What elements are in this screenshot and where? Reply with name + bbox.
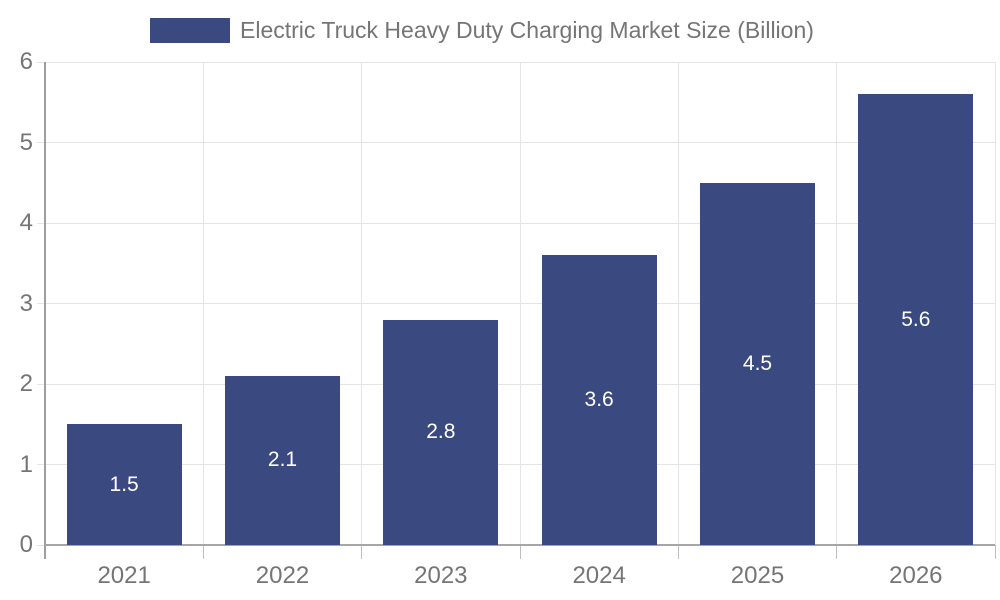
x-axis-tick	[202, 545, 204, 559]
y-tick-label: 1	[19, 450, 33, 478]
gridline-v	[202, 62, 204, 545]
gridline-h	[37, 383, 995, 385]
gridline-h	[37, 142, 995, 143]
bar-value-label: 3.6	[584, 388, 614, 412]
bar	[700, 182, 815, 545]
x-tick-label: 2026	[889, 562, 943, 589]
y-axis-line	[44, 62, 46, 559]
x-tick-label: 2022	[255, 562, 310, 589]
x-axis-tick	[677, 545, 679, 559]
y-tick-label: 6	[19, 48, 33, 75]
legend: Electric Truck Heavy Duty Charging Marke…	[150, 17, 814, 44]
gridline-v	[994, 62, 996, 545]
y-tick-label: 2	[19, 370, 33, 397]
y-tick-label: 3	[19, 289, 33, 317]
gridline-v	[836, 62, 838, 545]
bar-value-label: 2.1	[267, 448, 298, 472]
x-axis-tick	[361, 545, 363, 559]
gridline-v	[519, 62, 521, 545]
bar	[858, 94, 974, 545]
plot-area: 1.5 2.1 2.8 3.6 4.5 5.6 0 1 2 3 4 5 6 2021 2022 2023 202…	[20, 48, 996, 589]
bar-value-label: 2.8	[426, 420, 456, 444]
y-tick-label: 4	[19, 209, 33, 236]
bar-value-label: 4.5	[742, 351, 773, 375]
x-axis-tick	[994, 545, 996, 559]
bar-value-label: 1.5	[109, 472, 139, 496]
x-axis-tick	[519, 545, 521, 559]
bar	[66, 424, 182, 545]
bar	[383, 319, 499, 545]
x-tick-label: 2025	[730, 562, 785, 589]
y-tick-label: 5	[19, 128, 33, 156]
x-tick-label: 2024	[572, 562, 626, 589]
legend-label: Electric Truck Heavy Duty Charging Marke…	[240, 17, 814, 43]
x-axis-tick	[836, 545, 838, 559]
bar	[225, 375, 340, 545]
y-zero-tick	[37, 544, 45, 546]
x-axis-line	[45, 544, 995, 546]
gridline-v	[361, 62, 363, 545]
bar	[541, 255, 657, 545]
bar-value-label: 5.6	[901, 307, 931, 331]
gridline-h	[37, 222, 995, 224]
x-tick-label: 2021	[97, 562, 151, 589]
legend-swatch	[150, 18, 230, 43]
gridline-h	[37, 464, 995, 465]
y-tick-label: 0	[19, 531, 33, 558]
gridline-h	[37, 61, 995, 63]
gridline-h	[37, 303, 995, 304]
x-tick-label: 2023	[414, 562, 468, 589]
gridline-v	[677, 62, 679, 545]
